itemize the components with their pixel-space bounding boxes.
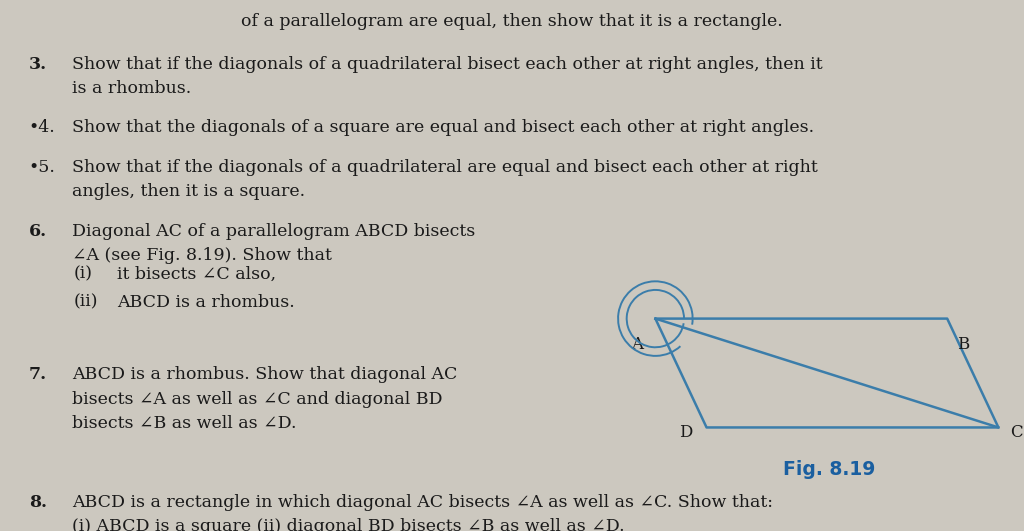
Text: ABCD is a rectangle in which diagonal AC bisects ∠A as well as ∠C. Show that:
(i: ABCD is a rectangle in which diagonal AC… <box>72 494 773 531</box>
Text: 8.: 8. <box>29 494 47 511</box>
Text: of a parallelogram are equal, then show that it is a rectangle.: of a parallelogram are equal, then show … <box>241 13 783 30</box>
Text: C: C <box>1011 424 1023 441</box>
Text: A: A <box>631 336 643 353</box>
Text: Show that if the diagonals of a quadrilateral bisect each other at right angles,: Show that if the diagonals of a quadrila… <box>72 56 822 97</box>
Text: 6.: 6. <box>29 223 47 240</box>
Text: Diagonal AC of a parallelogram ABCD bisects
∠A (see Fig. 8.19). Show that: Diagonal AC of a parallelogram ABCD bise… <box>72 223 475 264</box>
Text: it bisects ∠C also,: it bisects ∠C also, <box>117 266 275 282</box>
Text: Show that if the diagonals of a quadrilateral are equal and bisect each other at: Show that if the diagonals of a quadrila… <box>72 159 817 200</box>
Text: (i): (i) <box>74 266 93 282</box>
Text: •4.: •4. <box>29 119 55 136</box>
Text: 3.: 3. <box>29 56 47 73</box>
Text: ABCD is a rhombus.: ABCD is a rhombus. <box>117 294 295 311</box>
Text: Fig. 8.19: Fig. 8.19 <box>783 460 876 479</box>
Text: •5.: •5. <box>29 159 55 176</box>
Text: ABCD is a rhombus. Show that diagonal AC
bisects ∠A as well as ∠C and diagonal B: ABCD is a rhombus. Show that diagonal AC… <box>72 366 457 432</box>
Text: Show that the diagonals of a square are equal and bisect each other at right ang: Show that the diagonals of a square are … <box>72 119 814 136</box>
Text: D: D <box>679 424 693 441</box>
Text: 7.: 7. <box>29 366 47 383</box>
Text: (ii): (ii) <box>74 294 98 311</box>
Text: B: B <box>957 336 970 353</box>
